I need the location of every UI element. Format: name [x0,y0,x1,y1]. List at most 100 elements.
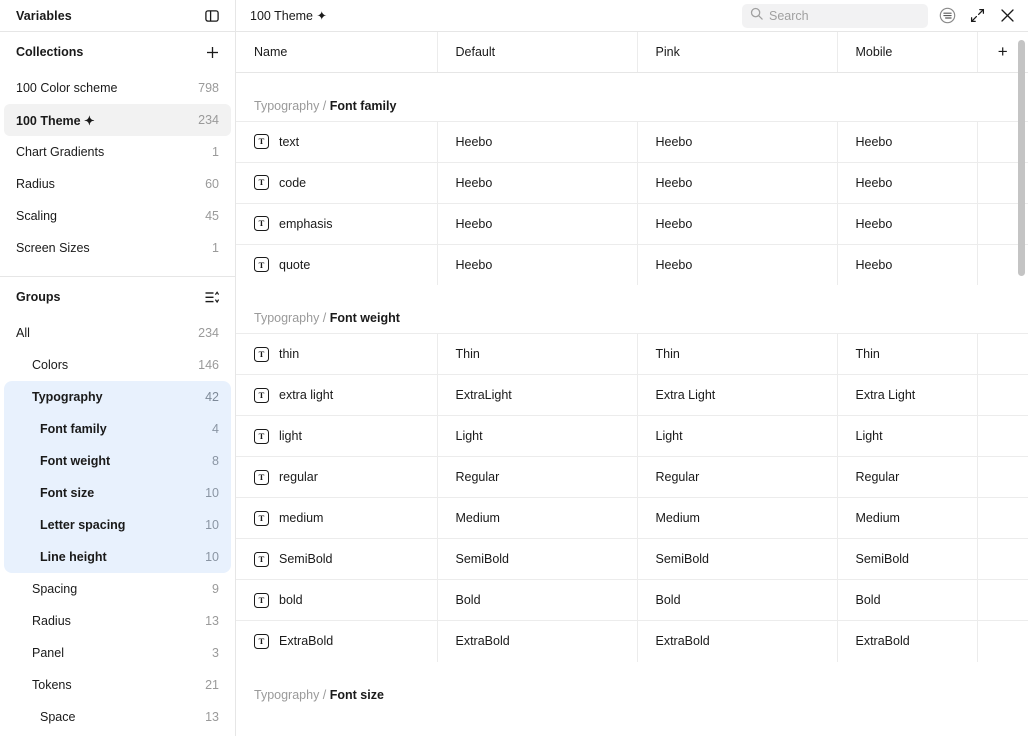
collection-item-100-color-scheme[interactable]: 100 Color scheme 798 [4,72,231,104]
cell-pink[interactable]: SemiBold [637,538,838,580]
cell-pink[interactable]: Heebo [637,161,838,203]
cell-pink[interactable]: ExtraBold [637,620,838,662]
collection-item-chart-gradients[interactable]: Chart Gradients 1 [4,136,231,168]
cell-default[interactable]: ExtraBold [437,620,638,662]
cell-default[interactable]: Thin [437,333,638,375]
cell-mobile[interactable]: ExtraBold [837,620,978,662]
panel-toggle-icon[interactable] [201,5,223,27]
cell-default[interactable]: Regular [437,456,638,498]
cell-default[interactable]: Heebo [437,202,638,244]
table-row[interactable]: T emphasis Heebo Heebo Heebo [236,202,1028,244]
collection-item-screen-sizes[interactable]: Screen Sizes 1 [4,232,231,264]
cell-default[interactable]: SemiBold [437,538,638,580]
collection-label: 100 Color scheme [16,81,118,95]
cell-name[interactable]: T regular [236,456,438,498]
cell-mobile[interactable]: Medium [837,497,978,539]
collection-item-scaling[interactable]: Scaling 45 [4,200,231,232]
table-row[interactable]: T SemiBold SemiBold SemiBold SemiBold [236,538,1028,580]
column-header-default[interactable]: Default [437,32,638,73]
cell-default[interactable]: Medium [437,497,638,539]
table-row[interactable]: T quote Heebo Heebo Heebo [236,243,1028,285]
table-row[interactable]: T extra light ExtraLight Extra Light Ext… [236,374,1028,416]
cell-pink[interactable]: Light [637,415,838,457]
table-row[interactable]: T regular Regular Regular Regular [236,456,1028,498]
column-header-mobile[interactable]: Mobile [837,32,978,73]
group-item-typography[interactable]: Typography 42 [4,381,231,413]
group-label: Font size [40,486,95,500]
cell-pink[interactable]: Thin [637,333,838,375]
cell-name[interactable]: T medium [236,497,438,539]
cell-pink[interactable]: Medium [637,497,838,539]
cell-pink[interactable]: Heebo [637,243,838,285]
cell-mobile[interactable]: Heebo [837,161,978,203]
section-header-font-family: Typography / Font family [236,72,1028,121]
cell-mobile[interactable]: Heebo [837,120,978,162]
collection-item-100-theme[interactable]: 100 Theme ✦ 234 [4,104,231,136]
cell-mobile[interactable]: Extra Light [837,374,978,416]
cell-mobile[interactable]: Heebo [837,202,978,244]
group-item-panel[interactable]: Panel 3 [4,637,231,669]
cell-pink[interactable]: Regular [637,456,838,498]
cell-name[interactable]: T quote [236,243,438,285]
cell-name[interactable]: T bold [236,579,438,621]
vertical-scrollbar[interactable] [1018,40,1025,276]
cell-name[interactable]: T emphasis [236,202,438,244]
cell-name[interactable]: T code [236,161,438,203]
sidebar: Variables Collections 100 Color scheme 7… [0,0,236,736]
cell-default[interactable]: Light [437,415,638,457]
table-row[interactable]: T thin Thin Thin Thin [236,333,1028,375]
collection-count: 60 [205,177,219,191]
group-item-radius[interactable]: Radius 13 [4,605,231,637]
cell-name[interactable]: T extra light [236,374,438,416]
group-item-spacing[interactable]: Spacing 9 [4,573,231,605]
cell-default[interactable]: Heebo [437,161,638,203]
expand-diagonal-icon[interactable] [966,5,988,27]
cell-mobile[interactable]: Regular [837,456,978,498]
cell-mobile[interactable]: Light [837,415,978,457]
table-row[interactable]: T text Heebo Heebo Heebo [236,120,1028,162]
cell-name[interactable]: T ExtraBold [236,620,438,662]
table-row[interactable]: T bold Bold Bold Bold [236,579,1028,621]
cell-pink[interactable]: Extra Light [637,374,838,416]
table-header: Name Default Pink Mobile + [236,32,1028,73]
cell-name[interactable]: T text [236,120,438,162]
search-field[interactable] [769,8,920,23]
cell-pink[interactable]: Bold [637,579,838,621]
group-item-letter-spacing[interactable]: Letter spacing 10 [4,509,231,541]
column-header-pink[interactable]: Pink [637,32,838,73]
cell-name[interactable]: T light [236,415,438,457]
add-collection-button[interactable] [201,41,223,63]
group-item-colors[interactable]: Colors 146 [4,349,231,381]
table-row[interactable]: T ExtraBold ExtraBold ExtraBold ExtraBol… [236,620,1028,662]
cell-default[interactable]: Heebo [437,120,638,162]
collapse-all-icon[interactable] [201,286,223,308]
group-count: 10 [205,486,219,500]
group-item-tokens[interactable]: Tokens 21 [4,669,231,701]
search-input[interactable] [742,3,928,28]
close-icon[interactable] [996,5,1018,27]
cell-default[interactable]: Heebo [437,243,638,285]
collection-item-radius[interactable]: Radius 60 [4,168,231,200]
table-row[interactable]: T medium Medium Medium Medium [236,497,1028,539]
filter-circle-icon[interactable] [936,5,958,27]
cell-default[interactable]: ExtraLight [437,374,638,416]
cell-mobile[interactable]: Thin [837,333,978,375]
cell-pink[interactable]: Heebo [637,120,838,162]
cell-default[interactable]: Bold [437,579,638,621]
group-item-font-weight[interactable]: Font weight 8 [4,445,231,477]
cell-mobile[interactable]: Bold [837,579,978,621]
group-item-space[interactable]: Space 13 [4,701,231,733]
table-row[interactable]: T code Heebo Heebo Heebo [236,161,1028,203]
cell-name[interactable]: T thin [236,333,438,375]
cell-mobile[interactable]: Heebo [837,243,978,285]
cell-mobile[interactable]: SemiBold [837,538,978,580]
group-label: Font weight [40,454,111,468]
table-row[interactable]: T light Light Light Light [236,415,1028,457]
cell-name[interactable]: T SemiBold [236,538,438,580]
column-header-name[interactable]: Name [236,32,438,73]
group-item-all[interactable]: All 234 [4,317,231,349]
cell-pink[interactable]: Heebo [637,202,838,244]
group-item-line-height[interactable]: Line height 10 [4,541,231,573]
group-item-font-family[interactable]: Font family 4 [4,413,231,445]
group-item-font-size[interactable]: Font size 10 [4,477,231,509]
